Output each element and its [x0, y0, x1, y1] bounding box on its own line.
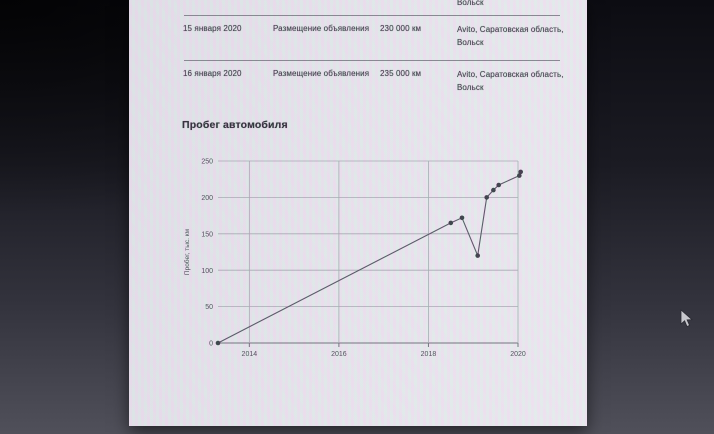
x-tick-label: 2020	[510, 351, 526, 358]
data-point	[518, 169, 523, 175]
data-point	[484, 195, 490, 200]
source-line-2: Вольск	[457, 37, 484, 47]
data-point	[496, 182, 502, 188]
data-point	[491, 187, 496, 193]
data-point	[475, 253, 481, 258]
table-cell-mileage: 235 000 км	[380, 69, 422, 78]
table-cell-source: Avito, Саратовская область, Вольск	[457, 69, 564, 94]
y-tick-label: 200	[201, 195, 213, 202]
table-cell-date: 15 января 2020	[183, 24, 242, 33]
data-point	[448, 220, 454, 226]
report-page: Вольск 15 января 2020 Размещение объявле…	[129, 0, 587, 426]
source-line-2: Вольск	[457, 82, 484, 92]
y-tick-label: 150	[201, 231, 213, 238]
y-tick-label: 0	[209, 341, 213, 348]
source-line-1: Avito, Саратовская область,	[457, 25, 564, 34]
table-divider	[184, 15, 560, 16]
table-cell-location-partial: Вольск	[457, 0, 484, 7]
table-cell-source: Avito, Саратовская область, Вольск	[457, 24, 564, 49]
data-point	[517, 173, 522, 178]
table-divider	[184, 60, 560, 61]
x-tick-label: 2014	[242, 351, 258, 358]
x-tick-label: 2016	[331, 351, 347, 358]
y-tick-label: 100	[201, 268, 213, 275]
y-axis-title: Пробег, тыс. км	[183, 228, 191, 275]
section-title: Пробег автомобиля	[182, 119, 288, 131]
data-point	[459, 215, 465, 221]
table-cell-event: Размещение объявления	[273, 24, 370, 33]
table-cell-date: 16 января 2020	[183, 69, 242, 78]
x-tick-label: 2018	[421, 351, 437, 358]
data-point	[215, 340, 221, 346]
mileage-line-chart: 0 50 100 150 200 250 2014 2016 2018 2020 Пробег, т…	[183, 159, 526, 358]
y-tick-label: 250	[201, 159, 213, 166]
table-cell-event: Размещение объявления	[273, 69, 370, 78]
y-tick-label: 50	[205, 304, 213, 311]
source-line-1: Avito, Саратовская область,	[457, 70, 564, 79]
mouse-cursor-arrow-icon	[680, 309, 694, 328]
table-cell-mileage: 230 000 км	[380, 24, 422, 33]
